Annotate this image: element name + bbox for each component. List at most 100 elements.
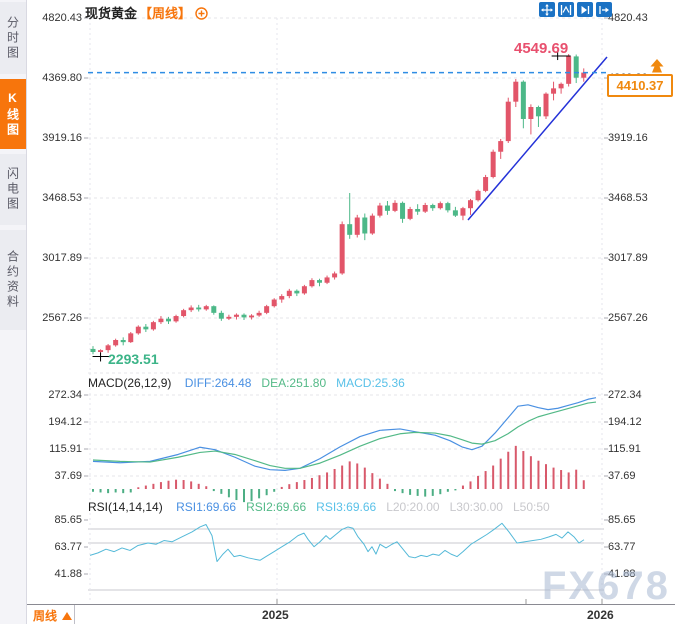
candle-body <box>505 101 511 142</box>
jump-latest-icon[interactable] <box>596 2 612 17</box>
add-indicator-icon[interactable] <box>195 7 208 23</box>
sidebar-tab-kline-chart[interactable]: K线图 <box>0 79 26 149</box>
macd-histogram-bar <box>227 489 230 498</box>
candle-body <box>309 280 315 287</box>
candle-body <box>339 224 345 274</box>
macd-histogram-bar <box>363 467 366 490</box>
macd-histogram-bar <box>484 471 487 490</box>
price-axis-label: 3468.53 <box>608 192 648 204</box>
macd-histogram-bar <box>197 483 200 490</box>
macd-histogram-bar <box>409 489 412 495</box>
macd-histogram-bar <box>167 480 170 490</box>
macd-histogram-bar <box>152 483 155 490</box>
macd-histogram-bar <box>416 489 419 496</box>
macd-histogram-bar <box>507 451 510 490</box>
macd-histogram-bar <box>514 445 517 490</box>
macd-histogram-bar <box>265 489 268 496</box>
rsi-axis-label: 63.77 <box>54 541 82 553</box>
candle-body <box>445 203 451 211</box>
macd-histogram-bar <box>439 489 442 495</box>
macd-histogram-bar <box>280 486 283 490</box>
macd-histogram-bar <box>371 473 374 490</box>
macd-axis-label: 115.91 <box>49 443 82 455</box>
candle-body <box>543 93 549 117</box>
macd-name: MACD(26,12,9) <box>88 376 172 390</box>
candle-body <box>279 296 285 300</box>
indicator-value: RSI3:69.66 <box>316 500 377 514</box>
candle-body <box>483 177 489 191</box>
macd-histogram-bar <box>99 489 102 493</box>
macd-histogram-bar <box>159 482 162 490</box>
candle-body <box>226 316 232 319</box>
price-axis-label: 3919.16 <box>42 132 82 144</box>
macd-histogram-bar <box>205 486 208 490</box>
candle-body <box>143 326 149 330</box>
macd-histogram-bar <box>560 470 563 490</box>
candle-body <box>498 141 504 152</box>
price-axis-label: 2567.26 <box>42 312 82 324</box>
candle-body <box>347 224 353 235</box>
macd-dea-line <box>92 401 597 469</box>
candle-body <box>218 312 224 319</box>
macd-histogram-bar <box>107 489 110 494</box>
macd-histogram-bar <box>258 489 261 499</box>
indicator-value: DIFF:264.48 <box>184 376 252 390</box>
price-axis-label: 3017.89 <box>608 252 648 264</box>
macd-histogram-bar <box>469 481 472 490</box>
candle-body <box>135 326 141 334</box>
rsi-axis-label: 85.65 <box>608 514 636 526</box>
rsi-axis-label: 41.88 <box>54 568 82 580</box>
candle-body <box>475 190 481 201</box>
period-tab-label: 周线 <box>33 609 58 623</box>
macd-histogram-bar <box>545 464 547 490</box>
candle-body <box>354 217 360 235</box>
macd-histogram-bar <box>386 483 389 490</box>
candle-body <box>256 312 262 316</box>
sidebar-tab-lightning-chart[interactable]: 闪电图 <box>0 154 26 225</box>
macd-histogram-bar <box>567 472 570 490</box>
candle-body <box>211 306 217 313</box>
candle-body <box>369 215 375 234</box>
indicator-value: RSI2:69.66 <box>246 500 307 514</box>
axis-separator <box>74 605 75 624</box>
candle-body <box>407 208 413 219</box>
macd-histogram-bar <box>310 477 313 490</box>
period-tab-weekly[interactable]: 周线 <box>33 607 73 624</box>
sidebar: 分时图 K线图 闪电图 合约资料 <box>0 0 27 624</box>
rsi-axis-label: 85.65 <box>54 514 82 526</box>
macd-histogram-bar <box>318 475 321 490</box>
macd-histogram-bar <box>326 472 329 490</box>
price-axis-label: 4369.80 <box>42 72 82 84</box>
macd-histogram-bar <box>529 456 532 490</box>
macd-axis-label: 37.69 <box>608 470 636 482</box>
candle-body <box>150 322 156 330</box>
candle-body <box>490 151 496 178</box>
candle-body <box>520 81 526 119</box>
candle-body <box>384 205 390 211</box>
pan-icon[interactable] <box>539 2 555 17</box>
candle-body <box>332 273 338 278</box>
high-price-label: 4549.69 <box>514 40 569 57</box>
candle-body <box>241 314 247 318</box>
candle-body <box>400 202 406 219</box>
year-label-2025: 2025 <box>262 608 289 622</box>
step-forward-icon[interactable] <box>577 2 593 17</box>
macd-histogram-bar <box>212 489 215 492</box>
rsi-name: RSI(14,14,14) <box>88 500 163 514</box>
candle-body <box>513 81 519 102</box>
candle-body <box>551 88 557 94</box>
zoom-range-icon[interactable] <box>558 2 574 17</box>
macd-header: MACD(26,12,9) DIFF:264.48 DEA:251.80 MACD:… <box>88 376 405 390</box>
macd-histogram-bar <box>454 489 457 491</box>
macd-histogram-bar <box>575 469 578 490</box>
sidebar-tab-time-chart[interactable]: 分时图 <box>0 2 26 74</box>
instrument-name: 现货黄金 <box>85 6 138 21</box>
sidebar-tab-contract-info[interactable]: 合约资料 <box>0 230 26 330</box>
candle-body <box>233 314 239 317</box>
candle-body <box>535 106 541 117</box>
candle-body <box>173 316 179 322</box>
macd-histogram-bar <box>220 489 223 494</box>
macd-histogram-bar <box>243 489 245 503</box>
macd-histogram-bar <box>394 489 396 492</box>
